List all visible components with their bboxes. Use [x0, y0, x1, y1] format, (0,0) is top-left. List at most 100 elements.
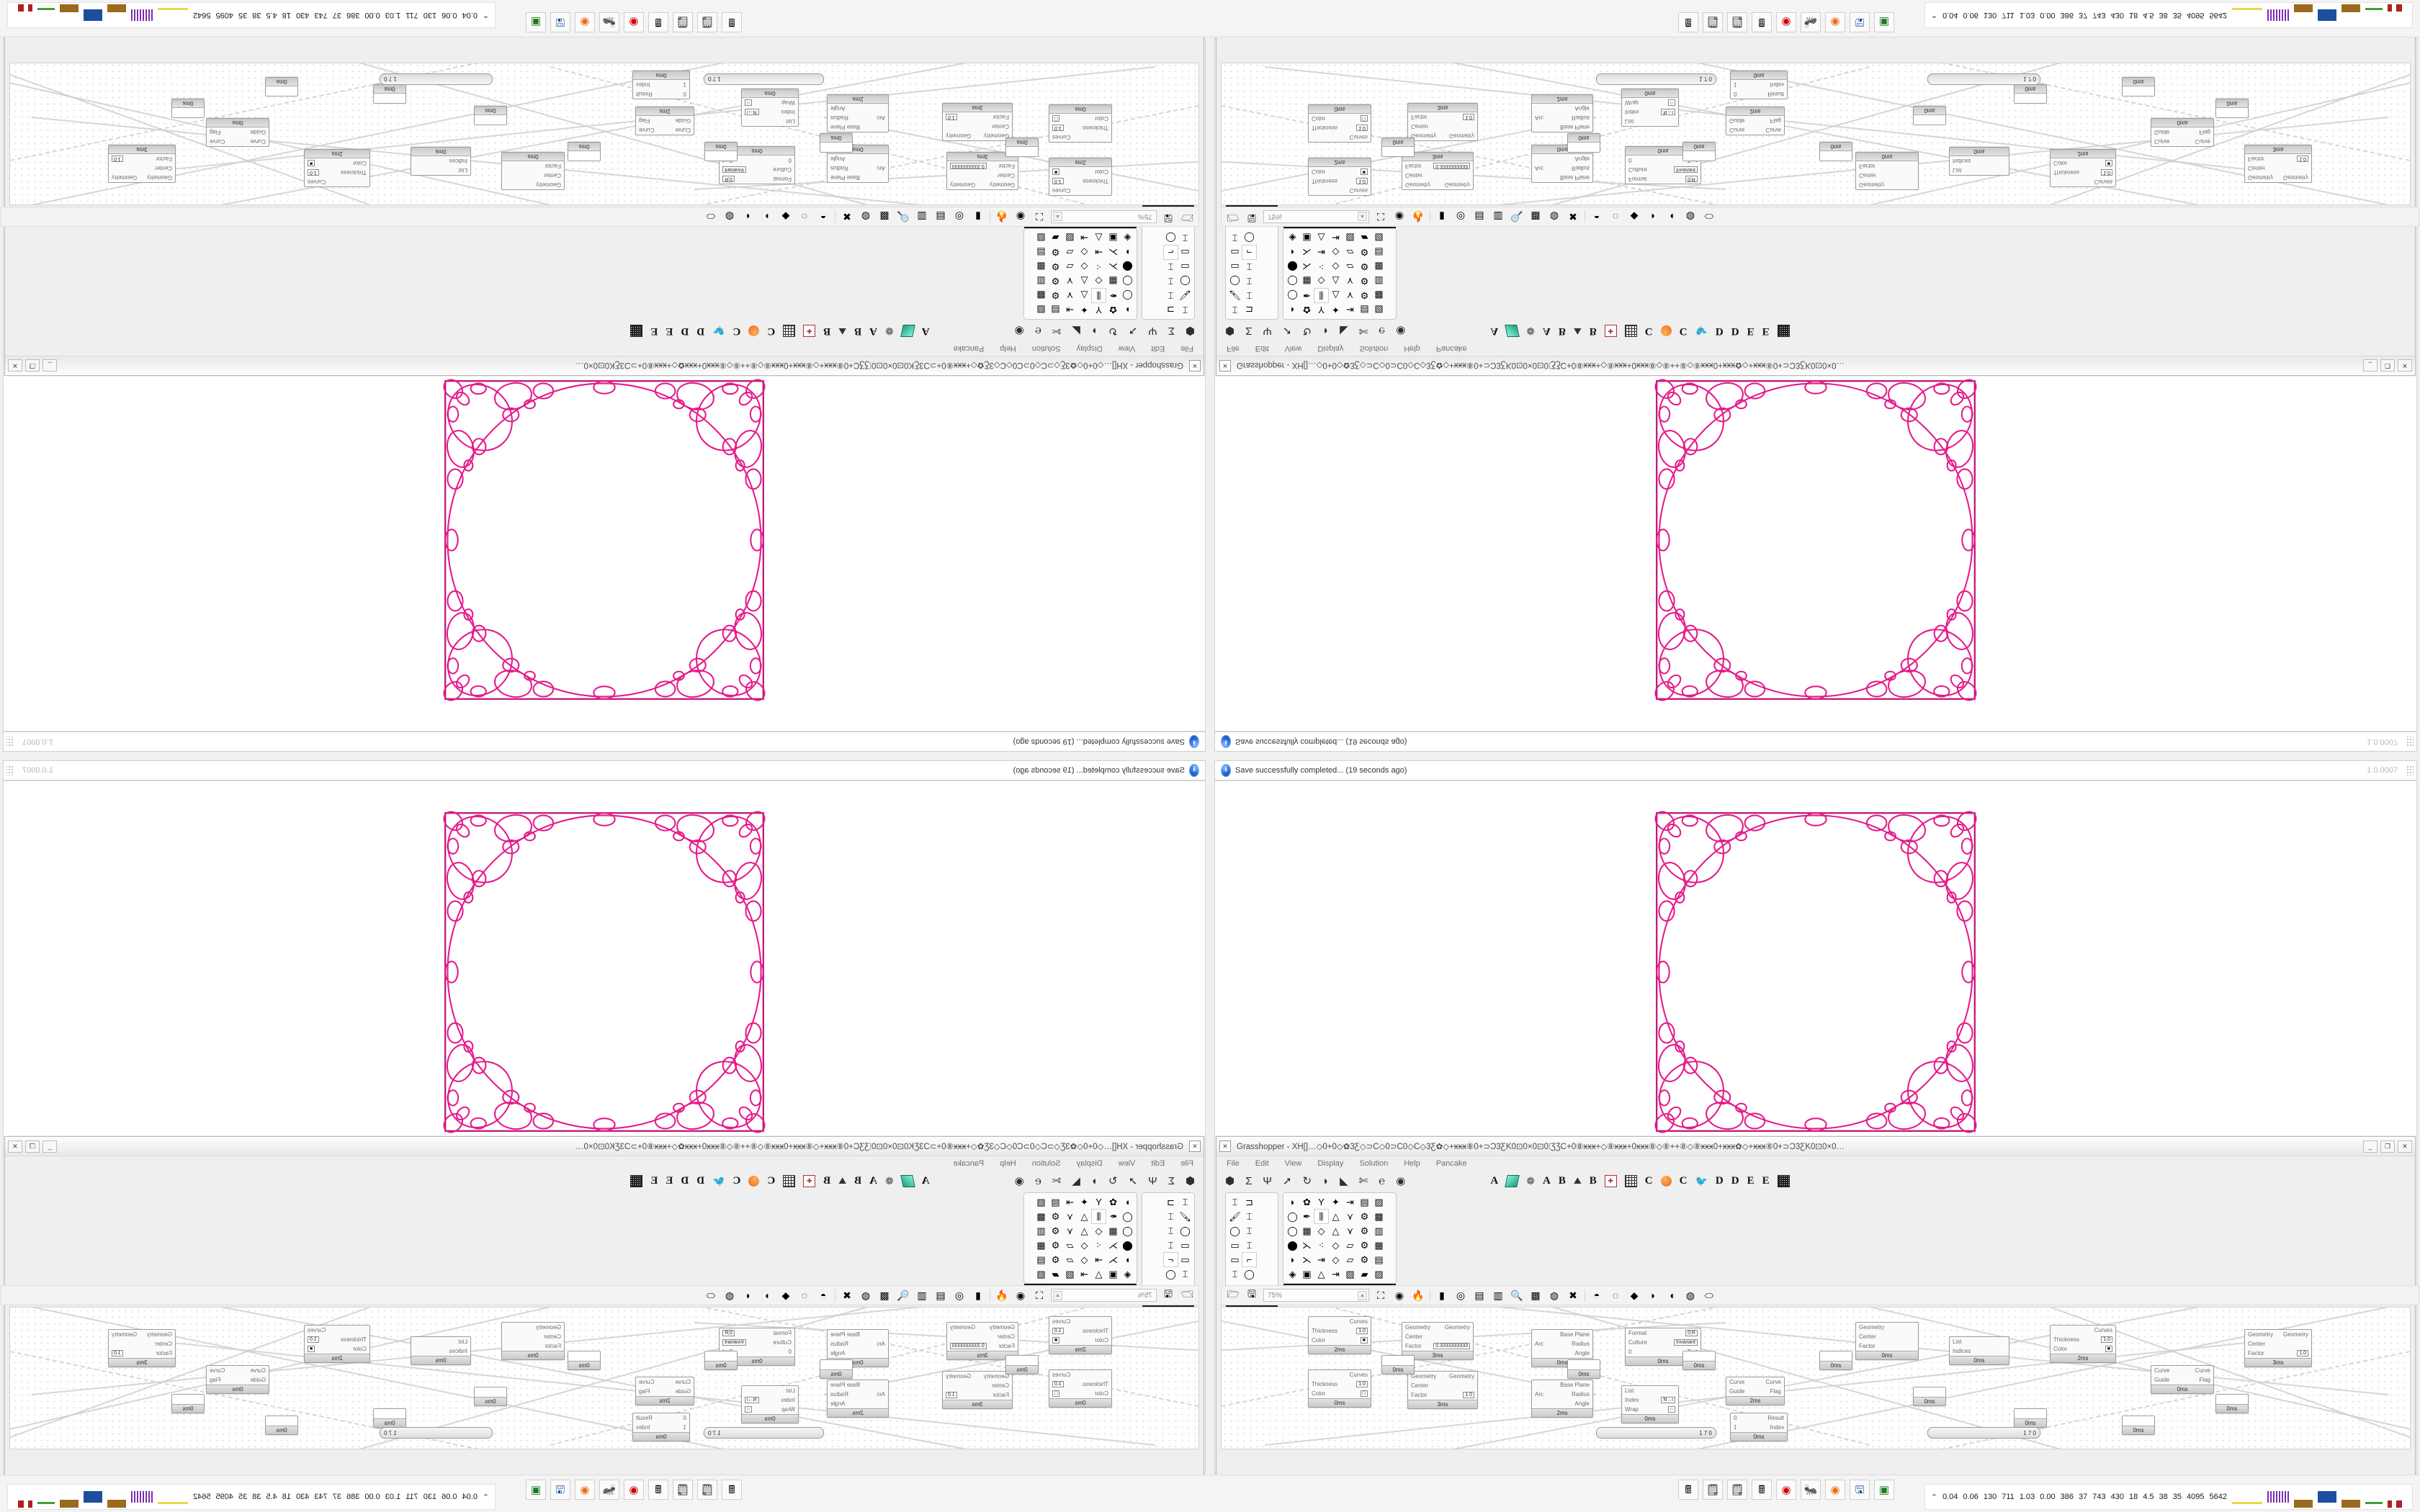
grasshopper-node[interactable]: Curves Thickness 1.0 Color ■ 2ms: [1049, 1316, 1112, 1354]
palette-cell[interactable]: ▣: [1302, 1269, 1312, 1279]
black-blob-icon[interactable]: ◓: [820, 211, 827, 222]
palette-cell[interactable]: ◯: [1165, 1269, 1176, 1279]
eye-icon[interactable]: ◉: [1396, 325, 1406, 338]
dotted-grid-icon[interactable]: [1777, 1174, 1790, 1187]
tab-e-2[interactable]: E: [1762, 325, 1770, 338]
white-blob-icon[interactable]: ◌: [1612, 211, 1619, 222]
grasshopper-node-small[interactable]: 0ms: [1005, 138, 1039, 157]
cone-icon[interactable]: ◣: [1340, 325, 1348, 338]
green-blob-icon[interactable]: ◖: [1668, 211, 1675, 222]
palette-cell[interactable]: ⚙: [1051, 247, 1060, 258]
palette-cell[interactable]: ▨: [1374, 305, 1384, 315]
palette-cell[interactable]: Y: [1318, 305, 1325, 315]
taskbar-item-firefox[interactable]: ◉: [575, 1480, 595, 1500]
spiral-icon[interactable]: ℮: [1034, 1174, 1041, 1187]
menu-item-file[interactable]: File: [1227, 1159, 1240, 1168]
grasshopper-node[interactable]: Geometry Geometry Center Factor 1.0 3ms: [108, 1329, 176, 1367]
palette-cell[interactable]: ⇥: [1346, 1197, 1354, 1207]
palette-cell[interactable]: ▱: [1346, 1254, 1354, 1265]
palette-cell[interactable]: ✦: [1332, 305, 1340, 315]
node-value[interactable]: Invariant: [722, 166, 746, 173]
node-value[interactable]: N→i: [1661, 109, 1675, 115]
menu-item-solution[interactable]: Solution: [1359, 1159, 1389, 1168]
menu-item-edit[interactable]: Edit: [1255, 344, 1269, 353]
node-value[interactable]: 1.0: [1356, 1381, 1368, 1387]
menu-item-file[interactable]: File: [1180, 344, 1193, 353]
palette-cell[interactable]: ▰: [1361, 233, 1368, 243]
system-menu-icon[interactable]: ✕: [1219, 360, 1231, 372]
teal-blob-icon[interactable]: ◗: [1649, 1290, 1657, 1301]
node-value[interactable]: 1.0: [112, 156, 123, 162]
loop-icon[interactable]: ↻: [1108, 1174, 1118, 1187]
orange-circle-icon[interactable]: [1660, 325, 1672, 337]
grid-icon[interactable]: [783, 1174, 796, 1187]
palette-cell[interactable]: ⚙: [1360, 276, 1369, 287]
search-icon[interactable]: 🔍: [1510, 211, 1523, 223]
fire-icon[interactable]: 🔥: [995, 211, 1008, 223]
search-icon[interactable]: 🔍: [897, 211, 910, 223]
black-blob-icon[interactable]: ◓: [1593, 211, 1600, 222]
document-icon[interactable]: ▥: [917, 211, 927, 223]
node-value[interactable]: 1.0: [308, 1336, 319, 1343]
palette-cell[interactable]: ⌶: [1182, 1197, 1188, 1207]
palette-cell[interactable]: ⋋: [1108, 261, 1118, 272]
taskbar-item-terminal[interactable]: ▣: [1874, 12, 1894, 32]
node-value[interactable]: 1.0: [1052, 125, 1064, 131]
palette-cell[interactable]: ◇: [1317, 1225, 1325, 1236]
grasshopper-node[interactable]: Geometry Geometry Center Factor 1.0 3ms: [2244, 1329, 2312, 1367]
grasshopper-node[interactable]: Base Plane Arc Radius Angle 2ms: [1531, 94, 1593, 132]
palette-cell[interactable]: ⋋: [1302, 1240, 1312, 1251]
palette-cell[interactable]: ⇥: [1095, 247, 1103, 258]
taskbar-item-notepad-b[interactable]: 🗒: [673, 12, 693, 32]
grasshopper-node-small[interactable]: 0ms: [568, 142, 601, 161]
grasshopper-canvas[interactable]: Curves Thickness 1.0 Color ■ 2ms Curves Thickne…: [9, 63, 1199, 205]
grasshopper-node[interactable]: Curves Thickness 1.0 Color ■ 2ms: [304, 149, 370, 187]
palette-cell[interactable]: ▩: [1036, 1211, 1046, 1222]
number-slider[interactable]: 1 7 0: [1927, 73, 2040, 85]
palette-cell[interactable]: ◇: [1332, 1240, 1340, 1251]
grasshopper-node[interactable]: 0 Result 1 Index 0ms: [1730, 1413, 1788, 1441]
palette-cell[interactable]: ⚙: [1051, 1240, 1060, 1251]
grasshopper-node[interactable]: List Index N→i Wrap ○ 0ms: [741, 89, 799, 127]
gha-icon[interactable]: ▤: [1474, 211, 1484, 223]
maximize-button[interactable]: ❐: [2380, 1140, 2395, 1153]
palette-cell[interactable]: ⊐: [1245, 305, 1253, 315]
tab-c-1[interactable]: C: [767, 1174, 776, 1187]
taskbar-item-calculator-a[interactable]: 🖩: [1678, 12, 1698, 32]
node-value[interactable]: 0.3333333333: [1433, 1343, 1470, 1349]
palette-cell[interactable]: ◇: [1095, 1225, 1103, 1236]
node-value[interactable]: ■: [308, 1346, 315, 1352]
grasshopper-node[interactable]: List Index N→i Wrap ○ 0ms: [1621, 89, 1679, 127]
palette-cell[interactable]: ▰: [1361, 1269, 1368, 1279]
palette-cell[interactable]: ⊐: [1245, 1197, 1253, 1207]
palette-cell[interactable]: ⚙: [1360, 1240, 1369, 1251]
spiral-icon[interactable]: ℮: [1379, 1174, 1386, 1187]
cloud-icon[interactable]: ❁: [1526, 1174, 1535, 1187]
node-value[interactable]: 1.0: [2101, 1336, 2112, 1343]
node-value[interactable]: 1.0: [1052, 178, 1064, 184]
palette-cell[interactable]: ⌶: [1168, 1211, 1174, 1222]
scissors-icon[interactable]: ✄: [1358, 325, 1368, 338]
dotted-grid-icon[interactable]: [630, 1174, 643, 1187]
close-button[interactable]: ✕: [8, 1140, 22, 1153]
node-value[interactable]: 1.0: [946, 1392, 957, 1398]
arrow-icon[interactable]: ➚: [1282, 1174, 1292, 1187]
grasshopper-node-small[interactable]: 0ms: [171, 1394, 205, 1413]
capsule-icon[interactable]: ▮: [975, 1289, 981, 1301]
cloud-icon[interactable]: ❁: [1526, 325, 1535, 338]
palette-cell[interactable]: ⋋: [1108, 1240, 1118, 1251]
palette-cell[interactable]: ▥: [1374, 276, 1384, 287]
node-value[interactable]: 1.0: [1052, 1381, 1064, 1387]
mountain-icon[interactable]: ⛰: [838, 326, 847, 337]
taskbar-item-calculator-a[interactable]: 🖩: [722, 1480, 742, 1500]
taskbar-item-terminal[interactable]: ▣: [1874, 1480, 1894, 1500]
balloon-icon[interactable]: ◍: [861, 211, 871, 223]
save-icon[interactable]: 🖫: [1164, 1288, 1173, 1300]
menu-item-edit[interactable]: Edit: [1151, 1159, 1165, 1168]
grasshopper-node[interactable]: Geometry Geometry Center Factor 0.3333333333…: [1402, 152, 1474, 190]
minimize-button[interactable]: _: [2363, 359, 2378, 372]
grasshopper-node-small[interactable]: 0ms: [1567, 133, 1600, 153]
palette-cell[interactable]: ▱: [1346, 1240, 1354, 1251]
capsule-icon[interactable]: ▮: [1439, 1289, 1445, 1301]
grasshopper-canvas[interactable]: Curves Thickness 1.0 Color ■ 2ms Curves Thickne…: [1221, 1307, 2411, 1449]
